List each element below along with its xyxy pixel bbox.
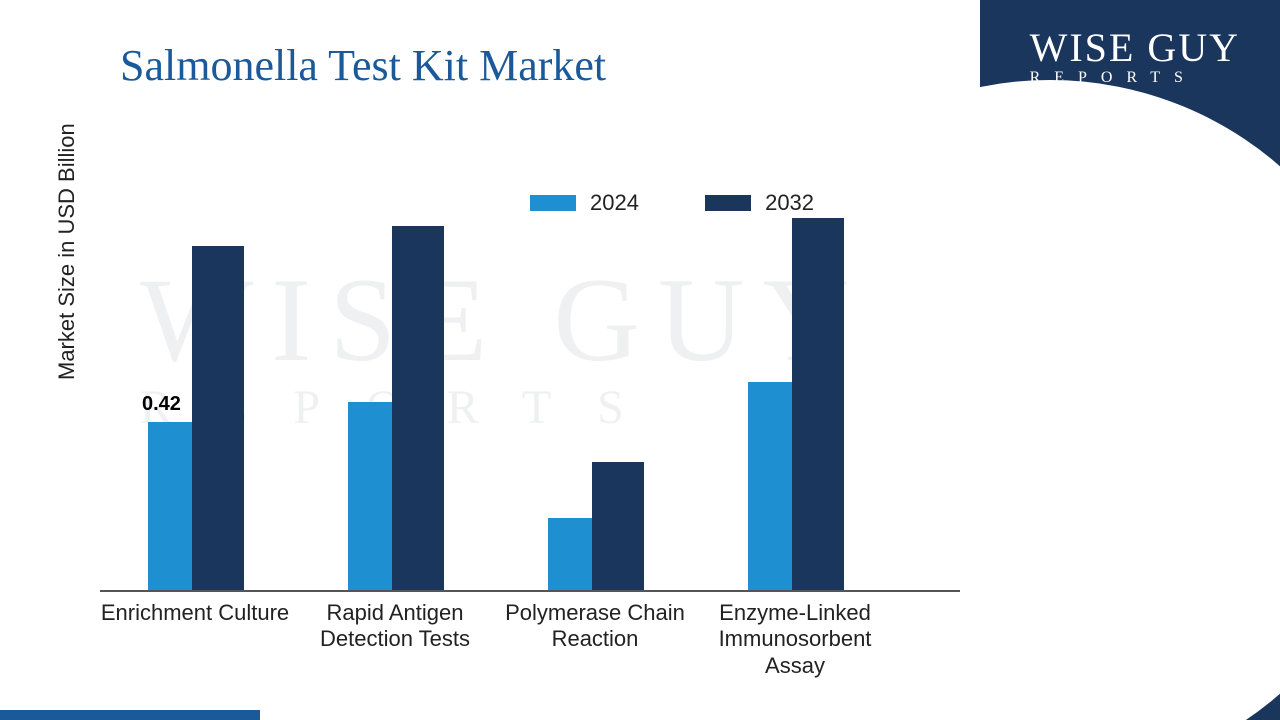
- logo-line1: WISE GUY: [1030, 25, 1240, 70]
- bar-2032: [592, 462, 644, 590]
- footer-accent-bar: [0, 710, 260, 720]
- bar-2032: [192, 246, 244, 590]
- x-axis-baseline: [100, 590, 960, 592]
- chart-title: Salmonella Test Kit Market: [120, 40, 606, 91]
- brand-logo: WISE GUY REPORTS: [1030, 28, 1240, 86]
- logo-line2: REPORTS: [1030, 70, 1240, 86]
- category-label: Enzyme-Linked Immunosorbent Assay: [700, 600, 890, 679]
- bar-value-label: 0.42: [142, 393, 181, 416]
- bar-2032: [792, 218, 844, 590]
- category-label: Enrichment Culture: [100, 600, 290, 626]
- plot-area: 0.42: [100, 190, 960, 590]
- category-label: Polymerase Chain Reaction: [500, 600, 690, 653]
- bar-2032: [392, 226, 444, 590]
- category-label: Rapid Antigen Detection Tests: [300, 600, 490, 653]
- stage: WISE GUY REPORTS Salmonella Test Kit Mar…: [0, 0, 1280, 720]
- y-axis-label: Market Size in USD Billion: [54, 123, 80, 380]
